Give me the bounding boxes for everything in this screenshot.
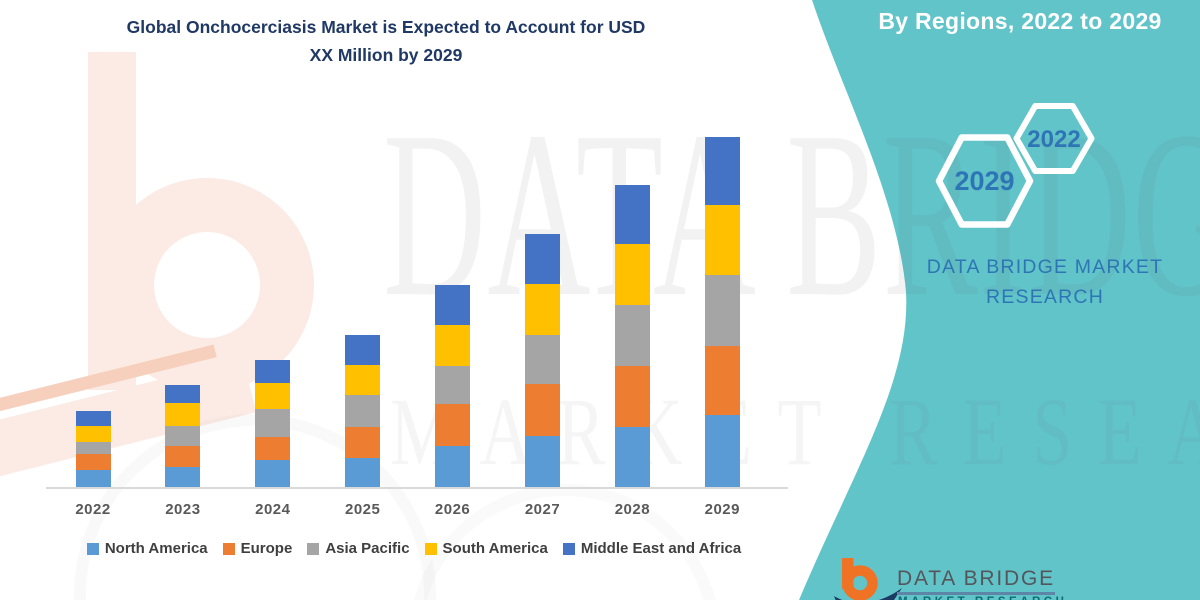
bar-2025 [345, 335, 381, 487]
panel-brand-line2: RESEARCH [986, 286, 1104, 308]
bar-2025-north-america [345, 458, 381, 487]
legend-item-asia-pacific: Asia Pacific [307, 540, 410, 557]
legend-label: South America [442, 540, 548, 557]
bar-2026-asia-pacific [435, 366, 471, 404]
bar-2024-north-america [255, 460, 291, 487]
bar-2024-europe [255, 437, 291, 460]
bar-2029-south-america [704, 205, 740, 275]
chart-title-line1: Global Onchocerciasis Market is Expected… [126, 17, 646, 37]
bar-2023-north-america [165, 467, 201, 487]
side-panel-heading: By Regions, 2022 to 2029 [878, 8, 1162, 34]
bar-2026 [435, 285, 471, 487]
bar-2025-europe [345, 427, 381, 458]
bar-2022-asia-pacific [75, 442, 111, 454]
legend-item-europe: Europe [222, 540, 293, 557]
legend-item-south-america: South America [424, 540, 548, 557]
x-axis-label-2025: 2025 [345, 501, 381, 518]
legend-item-north-america: North America [86, 540, 208, 557]
bar-2029-asia-pacific [704, 275, 740, 346]
legend-swatch-icon [562, 542, 575, 555]
x-axis-label-2023: 2023 [165, 501, 201, 518]
legend-item-middle-east-and-africa: Middle East and Africa [562, 540, 742, 557]
legend-swatch-icon [307, 542, 320, 555]
x-axis-baseline [46, 487, 788, 489]
bar-2023 [165, 385, 201, 487]
bar-2026-south-america [435, 325, 471, 366]
x-axis-label-2029: 2029 [704, 501, 740, 518]
x-axis-label-2022: 2022 [75, 501, 111, 518]
bar-2024-south-america [255, 383, 291, 409]
bar-2029-europe [704, 346, 740, 415]
panel-brand-line1: DATA BRIDGE MARKET [926, 256, 1164, 278]
bar-2025-asia-pacific [345, 395, 381, 427]
bar-2027-europe [525, 384, 560, 436]
bar-2029 [704, 137, 740, 487]
bar-2023-south-america [165, 403, 201, 426]
bar-2026-north-america [435, 446, 471, 487]
bar-2028-north-america [614, 427, 650, 487]
bar-2027-north-america [525, 436, 560, 487]
bar-2025-south-america [345, 365, 381, 395]
bar-2027 [525, 234, 560, 487]
legend-swatch-icon [222, 542, 235, 555]
chart-legend: North America Europe Asia Pacific South Ame… [40, 540, 788, 557]
bar-2022-europe [75, 454, 111, 470]
bar-2023-asia-pacific [165, 426, 201, 446]
bar-2024 [255, 360, 291, 487]
legend-label: Europe [240, 540, 293, 557]
bar-2028-europe [614, 366, 650, 427]
legend-swatch-icon [86, 542, 99, 555]
bar-2024-middle-east-and-africa [255, 360, 291, 383]
legend-label: Asia Pacific [325, 540, 410, 557]
bar-2025-middle-east-and-africa [345, 335, 381, 365]
bar-2026-middle-east-and-africa [435, 285, 471, 325]
bar-2023-middle-east-and-africa [165, 385, 201, 403]
bar-2028 [614, 185, 650, 487]
bar-2022-north-america [75, 470, 111, 487]
chart-title-line2: XX Million by 2029 [309, 45, 463, 65]
footer-logo-tagline: MARKET RESEARCH [898, 596, 1067, 600]
legend-swatch-icon [424, 542, 437, 555]
bar-2022-south-america [75, 426, 111, 442]
data-bridge-logo-icon [834, 558, 902, 600]
bar-2028-asia-pacific [614, 305, 650, 366]
bar-2029-middle-east-and-africa [704, 137, 740, 205]
bar-2027-south-america [525, 284, 560, 335]
legend-label: Middle East and Africa [580, 540, 742, 557]
bar-2027-middle-east-and-africa [525, 234, 560, 284]
bar-2027-asia-pacific [525, 335, 560, 384]
footer-logo-name: DATA BRIDGE [897, 567, 1055, 590]
x-axis-label-2026: 2026 [434, 501, 471, 518]
panel-brand-text: DATA BRIDGE MARKET RESEARCH [905, 252, 1185, 312]
legend-label: North America [104, 540, 208, 557]
bar-2024-asia-pacific [255, 409, 291, 437]
bar-2028-south-america [614, 244, 650, 305]
x-axis-label-2028: 2028 [614, 501, 651, 518]
bar-2022-middle-east-and-africa [75, 411, 111, 426]
footer-logo-rule [897, 592, 1055, 595]
x-axis-label-2024: 2024 [255, 501, 291, 518]
x-axis-label-2027: 2027 [524, 501, 561, 518]
bar-2028-middle-east-and-africa [614, 185, 650, 244]
bar-2022 [75, 411, 111, 487]
chart-title: Global Onchocerciasis Market is Expected… [62, 13, 710, 69]
bar-2026-europe [435, 404, 471, 446]
bar-2029-north-america [704, 415, 740, 487]
bar-2023-europe [165, 446, 201, 467]
